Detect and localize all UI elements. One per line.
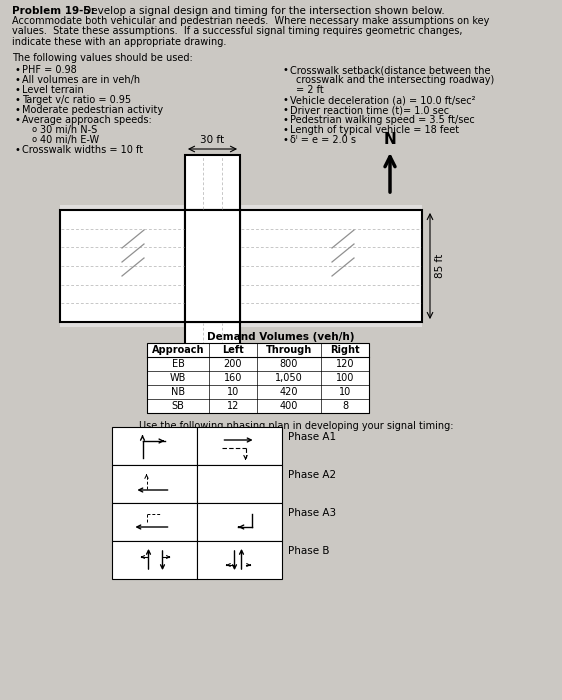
Text: 8: 8 [342, 401, 348, 411]
Text: Phase A3: Phase A3 [288, 508, 336, 517]
Text: 10: 10 [339, 387, 351, 397]
Text: Length of typical vehicle = 18 feet: Length of typical vehicle = 18 feet [290, 125, 459, 135]
Text: 420: 420 [280, 387, 298, 397]
Text: o: o [32, 135, 37, 144]
Bar [147, 343, 369, 413]
Text: 800: 800 [280, 359, 298, 369]
Text: Driver reaction time (t)= 1.0 sec: Driver reaction time (t)= 1.0 sec [290, 105, 449, 116]
Bar [60, 205, 422, 327]
Text: o: o [32, 125, 37, 134]
Text: 40 mi/h E-W: 40 mi/h E-W [40, 135, 99, 145]
Text: Problem 19-5:: Problem 19-5: [12, 6, 95, 16]
Text: Target v/c ratio = 0.95: Target v/c ratio = 0.95 [22, 95, 131, 105]
Text: •: • [14, 105, 20, 116]
Text: •: • [282, 116, 288, 125]
Bar [197, 465, 282, 503]
Text: •: • [14, 75, 20, 85]
Bar [60, 210, 185, 322]
Text: Crosswalk widths = 10 ft: Crosswalk widths = 10 ft [22, 145, 143, 155]
Text: N: N [384, 132, 396, 147]
Text: All volumes are in veh/h: All volumes are in veh/h [22, 75, 140, 85]
Text: 1,050: 1,050 [275, 373, 303, 383]
Text: Accommodate both vehicular and pedestrian needs.  Where necessary make assumptio: Accommodate both vehicular and pedestria… [12, 16, 490, 26]
Text: 30 mi/h N-S: 30 mi/h N-S [40, 125, 97, 135]
Text: Crosswalk setback(distance between the: Crosswalk setback(distance between the [290, 65, 491, 75]
Text: Phase B: Phase B [288, 545, 329, 556]
Text: •: • [282, 125, 288, 135]
Text: Develop a signal design and timing for the intersection shown below.: Develop a signal design and timing for t… [80, 6, 445, 16]
Text: δᴵ = e = 2.0 s: δᴵ = e = 2.0 s [290, 135, 356, 145]
Text: Approach: Approach [152, 345, 204, 355]
Text: 200: 200 [224, 359, 242, 369]
Bar [240, 210, 422, 322]
Text: Right: Right [330, 345, 360, 355]
Text: SB: SB [171, 401, 184, 411]
Text: 400: 400 [280, 401, 298, 411]
Text: WB: WB [170, 373, 186, 383]
Text: = 2 ft: = 2 ft [296, 85, 324, 95]
Text: 10: 10 [227, 387, 239, 397]
Text: 30 ft: 30 ft [201, 135, 225, 145]
Text: Through: Through [266, 345, 312, 355]
Bar [185, 155, 240, 370]
Bar [112, 427, 197, 465]
Text: Pedestrian walking speed = 3.5 ft/sec: Pedestrian walking speed = 3.5 ft/sec [290, 116, 475, 125]
Text: NB: NB [171, 387, 185, 397]
Text: Level terrain: Level terrain [22, 85, 84, 95]
Bar [197, 427, 282, 465]
Text: Use the following phasing plan in developing your signal timing:: Use the following phasing plan in develo… [139, 421, 454, 431]
Bar [112, 465, 197, 503]
Text: •: • [14, 95, 20, 105]
Text: 100: 100 [336, 373, 354, 383]
Text: Average approach speeds:: Average approach speeds: [22, 116, 152, 125]
Bar [112, 503, 197, 541]
Text: •: • [282, 135, 288, 145]
Text: •: • [282, 95, 288, 105]
Bar [197, 541, 282, 579]
Text: •: • [14, 145, 20, 155]
Text: 85 ft: 85 ft [435, 254, 445, 278]
Text: Vehicle deceleration (a) = 10.0 ft/sec²: Vehicle deceleration (a) = 10.0 ft/sec² [290, 95, 475, 105]
Text: indicate these with an appropriate drawing.: indicate these with an appropriate drawi… [12, 36, 226, 47]
Text: 160: 160 [224, 373, 242, 383]
Text: PHF = 0.98: PHF = 0.98 [22, 65, 77, 75]
Text: Moderate pedestrian activity: Moderate pedestrian activity [22, 105, 163, 116]
Bar [112, 541, 197, 579]
Text: •: • [14, 116, 20, 125]
Text: values.  State these assumptions.  If a successful signal timing requires geomet: values. State these assumptions. If a su… [12, 27, 463, 36]
Text: The following values should be used:: The following values should be used: [12, 53, 193, 63]
Text: Phase A2: Phase A2 [288, 470, 336, 480]
Text: 120: 120 [336, 359, 354, 369]
Text: •: • [14, 85, 20, 95]
Bar [197, 503, 282, 541]
Text: •: • [14, 65, 20, 75]
Text: EB: EB [171, 359, 184, 369]
Bar [185, 210, 240, 322]
Text: 12: 12 [227, 401, 239, 411]
Text: •: • [282, 105, 288, 116]
Text: •: • [282, 65, 288, 75]
Text: Demand Volumes (veh/h): Demand Volumes (veh/h) [207, 332, 355, 342]
Text: Phase A1: Phase A1 [288, 431, 336, 442]
Text: Left: Left [222, 345, 244, 355]
Bar [185, 322, 240, 370]
Bar [185, 155, 240, 210]
Text: crosswalk and the intersecting roadway): crosswalk and the intersecting roadway) [296, 75, 494, 85]
